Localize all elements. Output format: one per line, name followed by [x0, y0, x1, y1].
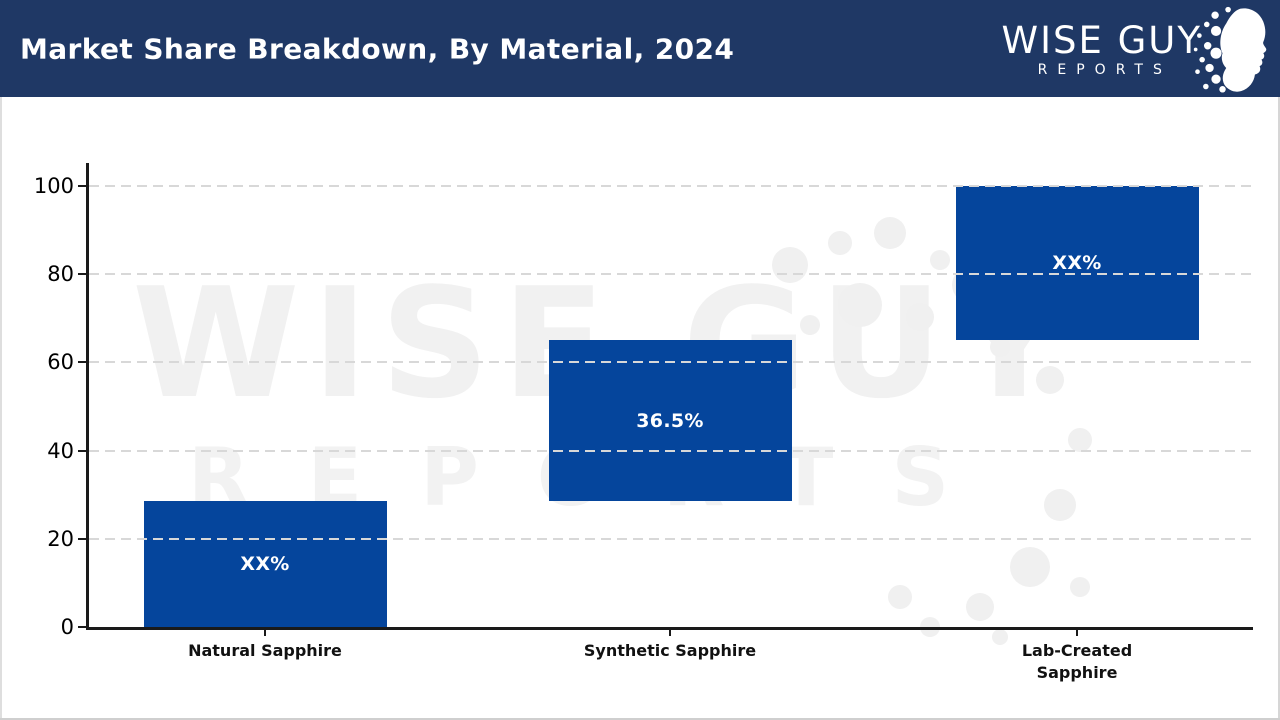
x-tick-mark	[669, 628, 671, 636]
x-category-label: Synthetic Sapphire	[583, 641, 757, 660]
page-title: Market Share Breakdown, By Material, 202…	[20, 32, 735, 65]
gridline	[89, 449, 1253, 452]
y-tick-mark	[78, 626, 86, 628]
x-category-label: Natural Sapphire	[188, 641, 342, 660]
header-bar: Market Share Breakdown, By Material, 202…	[0, 0, 1280, 97]
wiseguy-logo: WISE GUY REPORTS	[1002, 4, 1272, 94]
page-edge-left	[0, 97, 2, 720]
bar-value-label: XX%	[1052, 252, 1102, 275]
x-tick-mark	[264, 628, 266, 636]
gridline	[89, 185, 1253, 187]
logo-text: WISE GUY REPORTS	[1001, 18, 1202, 78]
x-axis-line	[86, 627, 1253, 630]
logo-subtitle: REPORTS	[1037, 61, 1172, 78]
gridline	[89, 537, 1253, 540]
bar-3: XX%	[955, 186, 1199, 341]
bar-value-label: 36.5%	[636, 409, 704, 432]
page-edge-bottom	[0, 718, 1280, 720]
y-tick-mark	[78, 537, 86, 540]
y-tick-mark	[78, 361, 86, 364]
gridline	[89, 273, 1253, 276]
bar-1: XX%	[143, 501, 387, 627]
dotted-head-icon	[1193, 6, 1267, 93]
y-tick-label: 100	[33, 174, 74, 198]
x-category-label: Lab-Created Sapphire	[1021, 641, 1133, 682]
gridline	[89, 361, 1253, 364]
y-tick-label: 0	[60, 615, 74, 639]
y-tick-mark	[78, 449, 86, 452]
y-tick-label: 40	[47, 438, 74, 463]
y-tick-label: 60	[47, 350, 74, 375]
bar-2: 36.5%	[548, 340, 792, 502]
y-tick-mark	[78, 185, 86, 187]
x-tick-mark	[1076, 628, 1078, 636]
bar-value-label: XX%	[240, 553, 290, 576]
y-axis-line	[86, 163, 89, 630]
y-tick-label: 20	[47, 526, 74, 551]
y-tick-mark	[78, 273, 86, 276]
y-tick-label: 80	[47, 262, 74, 287]
logo-wordmark: WISE GUY	[1001, 18, 1202, 62]
page-edge-right	[1278, 97, 1280, 720]
